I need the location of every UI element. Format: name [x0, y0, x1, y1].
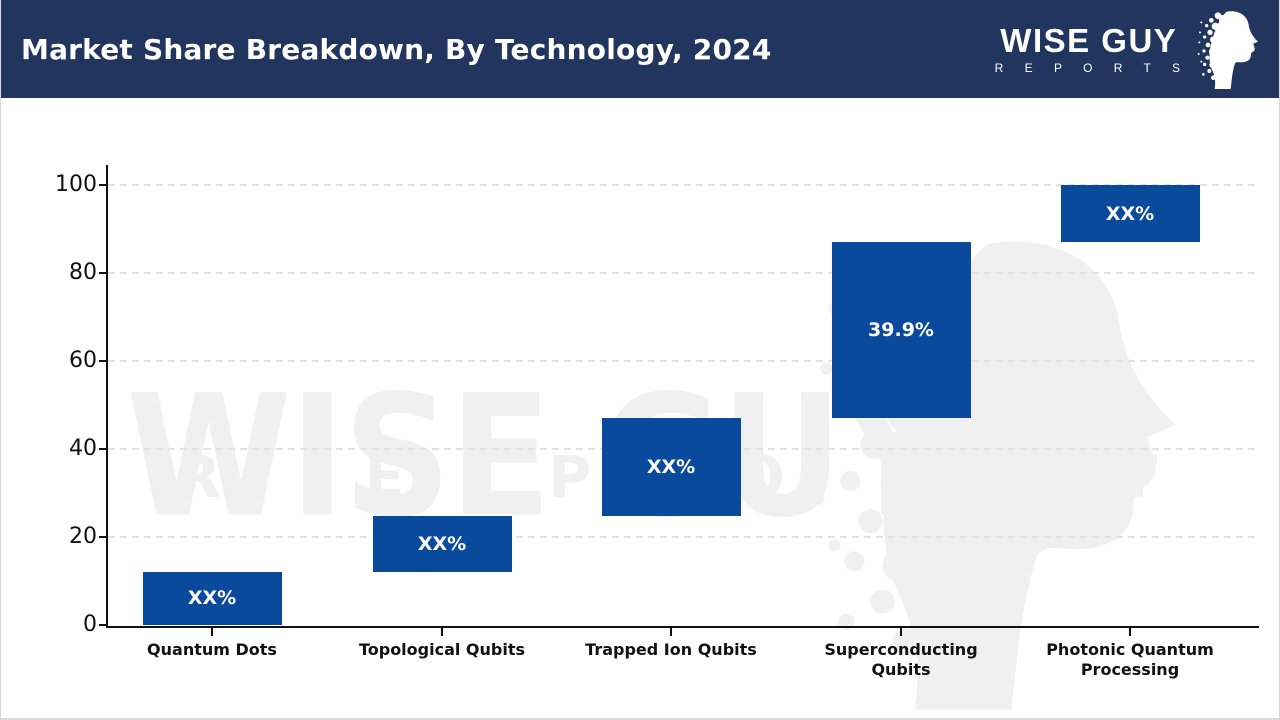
x-tickmark [1129, 628, 1131, 636]
waterfall-bar: XX% [601, 417, 741, 517]
x-tickmark [900, 628, 902, 636]
waterfall-bar: XX% [372, 516, 512, 572]
waterfall-bar: XX% [1060, 185, 1200, 243]
y-tickmark [99, 536, 108, 538]
x-axis-line [106, 626, 1259, 628]
bar-value-label: XX% [646, 456, 696, 479]
y-tick-label: 0 [83, 612, 97, 637]
y-gridline [108, 360, 1259, 362]
x-tick-label: Superconducting Qubits [824, 640, 978, 679]
bar-value-label: 39.9% [868, 318, 934, 341]
logo-face-icon [1197, 11, 1258, 89]
x-tick-label: Quantum Dots [147, 640, 277, 659]
y-axis-line [106, 165, 108, 628]
bar-value-label: XX% [1105, 202, 1155, 225]
y-gridline [108, 536, 1259, 538]
logo-wordmark: WISE GUY [1000, 22, 1178, 59]
y-tick-label: 80 [69, 260, 97, 285]
y-tickmark [99, 272, 108, 274]
waterfall-bar: 39.9% [831, 242, 971, 418]
wise-guy-reports-logo: WISE GUY R E P O R T S [989, 9, 1263, 89]
logo-subtitle: R E P O R T S [994, 61, 1189, 75]
x-tickmark [441, 628, 443, 636]
bar-value-label: XX% [417, 533, 467, 556]
y-tickmark [99, 360, 108, 362]
header-bar: Market Share Breakdown, By Technology, 2… [1, 0, 1279, 98]
y-tickmark [99, 448, 108, 450]
y-gridline [108, 184, 1259, 186]
y-gridline [108, 272, 1259, 274]
y-tickmark [99, 184, 108, 186]
chart-title: Market Share Breakdown, By Technology, 2… [21, 32, 772, 66]
y-tick-label: 100 [55, 172, 97, 197]
x-tick-label: Trapped Ion Qubits [585, 640, 757, 659]
bar-value-label: XX% [187, 587, 237, 610]
y-tick-label: 40 [69, 436, 97, 461]
y-tickmark [99, 624, 108, 626]
logo-text: WISE GUY R E P O R T S [989, 22, 1189, 76]
x-tick-label: Topological Qubits [358, 640, 526, 659]
x-tick-label: Photonic Quantum Processing [1046, 640, 1214, 679]
y-tick-label: 60 [69, 348, 97, 373]
x-tickmark [211, 628, 213, 636]
waterfall-bar: XX% [142, 571, 282, 625]
y-tick-label: 20 [69, 524, 97, 549]
x-tickmark [670, 628, 672, 636]
